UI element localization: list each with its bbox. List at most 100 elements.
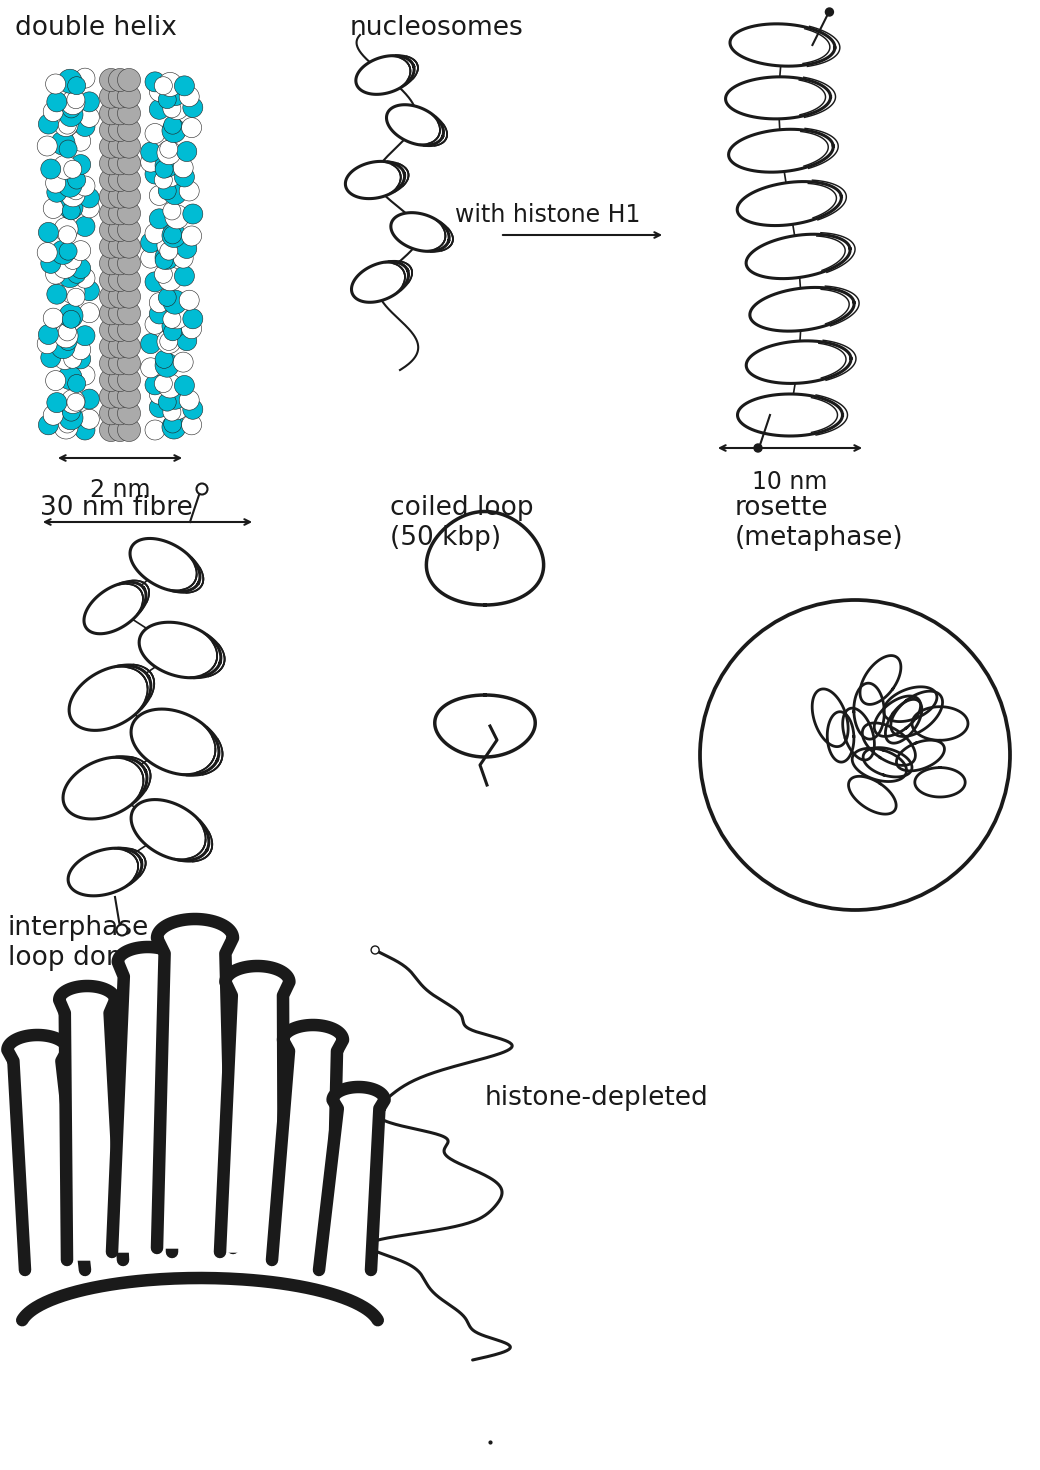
Circle shape bbox=[44, 406, 63, 425]
Circle shape bbox=[179, 390, 200, 410]
Circle shape bbox=[118, 235, 140, 259]
Circle shape bbox=[62, 201, 80, 220]
Circle shape bbox=[118, 369, 140, 391]
Circle shape bbox=[61, 279, 85, 304]
Polygon shape bbox=[884, 686, 937, 722]
Circle shape bbox=[68, 265, 85, 284]
Polygon shape bbox=[352, 262, 409, 303]
Circle shape bbox=[38, 222, 58, 243]
Text: 2 nm: 2 nm bbox=[89, 478, 150, 501]
Circle shape bbox=[51, 241, 75, 265]
Text: histone-depleted: histone-depleted bbox=[485, 1085, 708, 1111]
Circle shape bbox=[38, 115, 58, 134]
Circle shape bbox=[118, 285, 140, 309]
Text: rosette
(metaphase): rosette (metaphase) bbox=[735, 495, 904, 551]
Circle shape bbox=[108, 285, 131, 309]
Circle shape bbox=[118, 301, 140, 325]
Circle shape bbox=[155, 350, 173, 369]
Circle shape bbox=[47, 284, 67, 304]
Circle shape bbox=[47, 93, 67, 112]
Circle shape bbox=[174, 157, 193, 178]
Circle shape bbox=[100, 285, 123, 309]
Circle shape bbox=[160, 243, 178, 260]
Circle shape bbox=[58, 69, 82, 93]
Circle shape bbox=[75, 365, 95, 385]
Circle shape bbox=[67, 182, 85, 200]
Circle shape bbox=[118, 385, 140, 409]
Circle shape bbox=[100, 85, 123, 109]
Circle shape bbox=[61, 91, 85, 115]
Circle shape bbox=[182, 226, 202, 245]
Circle shape bbox=[163, 415, 182, 434]
Polygon shape bbox=[915, 767, 965, 797]
Circle shape bbox=[46, 173, 66, 193]
Polygon shape bbox=[737, 182, 841, 225]
Circle shape bbox=[165, 395, 189, 419]
Circle shape bbox=[58, 415, 76, 434]
Circle shape bbox=[150, 185, 170, 206]
Circle shape bbox=[108, 301, 131, 325]
Circle shape bbox=[100, 151, 123, 175]
Circle shape bbox=[58, 226, 76, 244]
Circle shape bbox=[118, 135, 140, 159]
Circle shape bbox=[59, 332, 77, 350]
Circle shape bbox=[44, 198, 63, 219]
Circle shape bbox=[108, 269, 131, 291]
Circle shape bbox=[38, 325, 58, 344]
Polygon shape bbox=[69, 666, 151, 731]
Circle shape bbox=[118, 101, 140, 125]
Circle shape bbox=[165, 96, 189, 119]
Circle shape bbox=[75, 326, 95, 345]
Circle shape bbox=[754, 444, 762, 451]
Circle shape bbox=[75, 420, 95, 440]
Circle shape bbox=[46, 74, 66, 94]
Polygon shape bbox=[435, 695, 536, 757]
Circle shape bbox=[158, 182, 176, 200]
Circle shape bbox=[71, 131, 90, 151]
Circle shape bbox=[59, 103, 83, 126]
Circle shape bbox=[54, 113, 78, 137]
Circle shape bbox=[140, 143, 160, 162]
Circle shape bbox=[100, 235, 123, 259]
Circle shape bbox=[108, 369, 131, 391]
Circle shape bbox=[100, 185, 123, 209]
Circle shape bbox=[62, 310, 80, 328]
Circle shape bbox=[174, 248, 193, 268]
Polygon shape bbox=[737, 394, 842, 437]
Circle shape bbox=[140, 334, 160, 354]
Circle shape bbox=[108, 201, 131, 225]
Circle shape bbox=[62, 403, 80, 420]
Polygon shape bbox=[862, 723, 915, 766]
Polygon shape bbox=[131, 800, 209, 860]
Circle shape bbox=[54, 323, 78, 348]
Circle shape bbox=[145, 165, 165, 184]
Circle shape bbox=[118, 351, 140, 375]
Polygon shape bbox=[896, 741, 944, 770]
Circle shape bbox=[175, 168, 194, 187]
Circle shape bbox=[79, 281, 100, 301]
Circle shape bbox=[58, 116, 76, 134]
Circle shape bbox=[118, 201, 140, 225]
Circle shape bbox=[145, 223, 165, 244]
Text: interphase
loop domains: interphase loop domains bbox=[8, 914, 186, 972]
Circle shape bbox=[158, 72, 182, 97]
Circle shape bbox=[75, 216, 95, 237]
Polygon shape bbox=[391, 213, 449, 251]
Circle shape bbox=[118, 151, 140, 175]
Circle shape bbox=[58, 263, 82, 288]
Circle shape bbox=[175, 266, 194, 287]
Circle shape bbox=[100, 101, 123, 125]
Circle shape bbox=[100, 219, 123, 241]
Polygon shape bbox=[827, 711, 854, 761]
Circle shape bbox=[79, 390, 100, 409]
Circle shape bbox=[163, 181, 187, 204]
Polygon shape bbox=[84, 582, 146, 634]
Circle shape bbox=[165, 304, 189, 329]
Circle shape bbox=[100, 385, 123, 409]
Circle shape bbox=[100, 401, 123, 425]
Circle shape bbox=[158, 288, 176, 306]
Circle shape bbox=[108, 85, 131, 109]
Circle shape bbox=[154, 171, 173, 190]
Circle shape bbox=[150, 304, 170, 323]
Circle shape bbox=[59, 304, 83, 328]
